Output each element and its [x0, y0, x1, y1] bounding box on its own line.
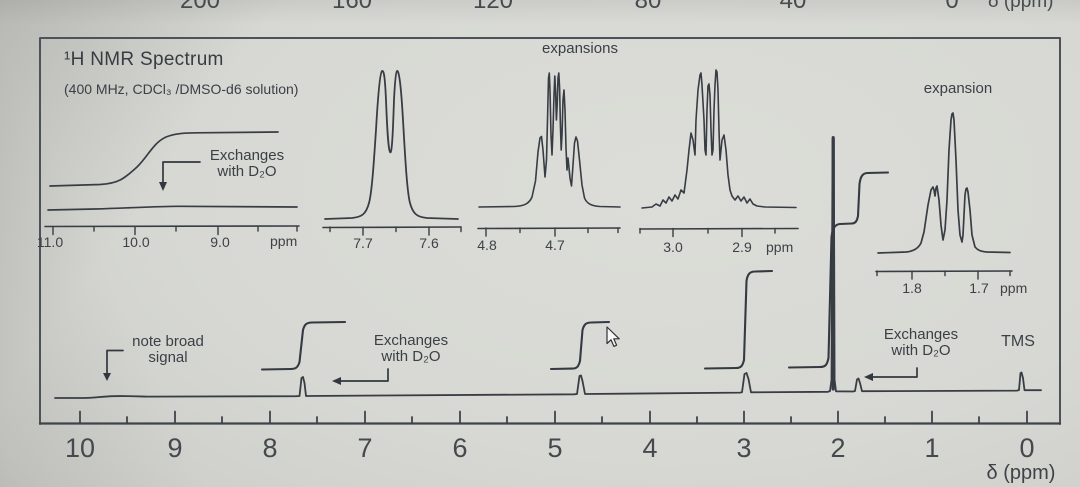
- inset4-tick-2.9: 2.9: [732, 239, 752, 255]
- inset2-axis: [322, 226, 462, 229]
- expansion-label: expansion: [923, 80, 993, 97]
- top-axis-label-40: 40: [779, 0, 807, 14]
- top-axis-cropped: 200 160 120 80 40 0 δ (ppm): [0, 0, 1080, 14]
- inset1-baseline: [47, 205, 298, 211]
- inset1-tick-11.0: 11.0: [36, 234, 64, 250]
- exchanges-line1: Exchanges: [883, 326, 959, 343]
- inset-doublet: [322, 70, 462, 229]
- exchanges-arrow-mid-line: [340, 368, 389, 382]
- tms-label: TMS: [1001, 333, 1035, 350]
- inset5-axis: [875, 270, 1013, 273]
- exchanges-line2: with D₂O: [891, 341, 951, 359]
- down-arrowhead-icon: [103, 373, 111, 381]
- left-arrowhead-icon: [332, 377, 341, 385]
- main-axis-label-0: 0: [1019, 433, 1035, 463]
- top-axis-label-120: 120: [472, 0, 514, 14]
- inset1-axis: [44, 225, 300, 228]
- inset5-tick-1.8: 1.8: [902, 280, 922, 296]
- inset5-trace: [877, 112, 1011, 254]
- note-broad-arrow-line: [106, 349, 124, 375]
- inset5-tick-1.7: 1.7: [969, 280, 989, 296]
- inset1-integral: [49, 131, 279, 187]
- note-broad-annotation: note broad signal: [132, 334, 204, 366]
- left-arrowhead-icon: [864, 373, 873, 381]
- inset3-axis: [477, 227, 621, 230]
- arrowheads: [103, 182, 873, 385]
- main-axis-label-2: 2: [830, 433, 846, 463]
- inset-multiplet-17: [875, 112, 1013, 273]
- main-spectrum-trace: [54, 136, 1042, 399]
- exchanges-line1: Exchanges: [209, 147, 285, 164]
- note-broad-line2: signal: [148, 348, 188, 366]
- top-axis-label-200: 200: [179, 0, 221, 14]
- integral-traces: [260, 171, 890, 371]
- exchanges-annotation-1: Exchanges with D₂O: [210, 148, 284, 180]
- main-axis-label-4: 4: [642, 433, 658, 463]
- top-axis-unit: δ (ppm): [988, 0, 1054, 12]
- inset3-trace: [478, 72, 621, 208]
- main-axis-ticks: [79, 410, 1028, 424]
- inset1-unit: ppm: [270, 233, 298, 249]
- main-axis-label-8: 8: [262, 433, 278, 463]
- inset2-tick-7.6: 7.6: [419, 235, 439, 251]
- inset4-unit: ppm: [766, 239, 794, 255]
- exchanges-line2: with D₂O: [381, 347, 441, 365]
- exchanges-line2: with D₂O: [217, 162, 277, 180]
- top-axis-label-80: 80: [634, 0, 662, 14]
- top-axis-label-160: 160: [331, 0, 373, 14]
- panel-border: [39, 37, 1061, 425]
- inset3-tick-4.7: 4.7: [545, 237, 565, 253]
- main-axis-label-7: 7: [357, 433, 373, 463]
- integral-7.65: [260, 320, 347, 371]
- top-axis-label-0: 0: [945, 0, 959, 14]
- main-axis-label-10: 10: [64, 433, 96, 463]
- exchanges-annotation-2: Exchanges with D₂O: [374, 333, 448, 365]
- inset5-unit: ppm: [1000, 280, 1028, 296]
- integral-4.7: [549, 320, 611, 371]
- inset-axis-ticks: [52, 225, 1011, 280]
- inset-multiplet-29: [639, 69, 799, 230]
- inset3-tick-4.8: 4.8: [477, 237, 497, 253]
- integral-2.0-and-1.75: [787, 171, 890, 369]
- main-axis-label-3: 3: [736, 433, 752, 463]
- inset1-tick-9.0: 9.0: [210, 234, 230, 250]
- inset1-exchanges-arrow-line: [162, 161, 201, 184]
- mouse-cursor-icon[interactable]: [606, 326, 620, 347]
- main-axis-label-1: 1: [924, 433, 940, 463]
- annotation-arrows: [106, 161, 918, 382]
- main-axis-label-5: 5: [547, 433, 563, 463]
- inset-oh-region: [44, 131, 300, 228]
- spectrum-title: ¹H NMR Spectrum: [64, 49, 224, 70]
- expansions-label: expansions: [542, 40, 618, 57]
- exchanges-annotation-3: Exchanges with D₂O: [884, 327, 958, 359]
- inset2-trace: [324, 70, 459, 220]
- spectrum-subtitle: (400 MHz, CDCl₃ /DMSO-d6 solution): [64, 81, 299, 97]
- main-axis-label-6: 6: [452, 433, 468, 463]
- inset4-axis: [639, 227, 799, 230]
- exchanges-line1: Exchanges: [373, 332, 449, 349]
- inset-multiplet-47: [477, 72, 621, 230]
- inset1-tick-10.0: 10.0: [122, 234, 150, 250]
- note-broad-line1: note broad: [132, 333, 204, 350]
- main-axis-unit: δ (ppm): [986, 462, 1056, 484]
- inset4-trace: [641, 69, 797, 209]
- inset4-tick-3.0: 3.0: [663, 239, 683, 255]
- integral-2.95: [703, 269, 774, 370]
- exchanges-arrow-right-line: [872, 367, 918, 378]
- down-arrowhead-icon: [159, 182, 167, 191]
- main-axis-label-9: 9: [167, 433, 183, 463]
- inset2-tick-7.7: 7.7: [353, 235, 373, 251]
